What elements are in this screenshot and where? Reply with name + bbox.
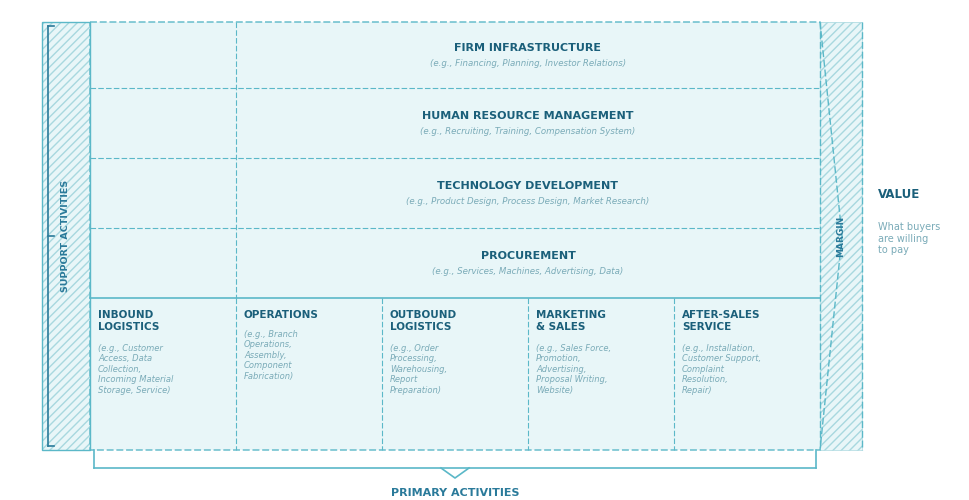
Text: TECHNOLOGY DEVELOPMENT: TECHNOLOGY DEVELOPMENT (437, 181, 618, 191)
Text: VALUE: VALUE (877, 188, 920, 201)
Text: (e.g., Recruiting, Training, Compensation System): (e.g., Recruiting, Training, Compensatio… (420, 126, 635, 136)
Text: What buyers
are willing
to pay: What buyers are willing to pay (877, 222, 939, 255)
Text: PROCUREMENT: PROCUREMENT (480, 251, 575, 261)
Bar (42, 22, 90, 450)
Bar (819, 22, 861, 450)
Text: (e.g., Sales Force,
Promotion,
Advertising,
Proposal Writing,
Website): (e.g., Sales Force, Promotion, Advertisi… (536, 344, 610, 395)
Text: (e.g., Installation,
Customer Support,
Complaint
Resolution,
Repair): (e.g., Installation, Customer Support, C… (681, 344, 761, 395)
Polygon shape (90, 22, 841, 450)
Text: MARGIN: MARGIN (835, 216, 845, 256)
Bar (42, 22, 90, 450)
Text: SUPPORT ACTIVITIES: SUPPORT ACTIVITIES (61, 180, 71, 292)
Text: HUMAN RESOURCE MANAGEMENT: HUMAN RESOURCE MANAGEMENT (422, 111, 633, 121)
Text: (e.g., Customer
Access, Data
Collection,
Incoming Material
Storage, Service): (e.g., Customer Access, Data Collection,… (98, 344, 173, 395)
Text: PRIMARY ACTIVITIES: PRIMARY ACTIVITIES (391, 488, 518, 498)
Text: AFTER-SALES
SERVICE: AFTER-SALES SERVICE (681, 310, 760, 332)
Text: INBOUND
LOGISTICS: INBOUND LOGISTICS (98, 310, 159, 332)
Bar (819, 22, 861, 450)
Text: (e.g., Branch
Operations,
Assembly,
Component
Fabrication): (e.g., Branch Operations, Assembly, Comp… (244, 330, 297, 380)
Text: (e.g., Order
Processing,
Warehousing,
Report
Preparation): (e.g., Order Processing, Warehousing, Re… (390, 344, 447, 395)
Text: OPERATIONS: OPERATIONS (244, 310, 319, 320)
Text: (e.g., Financing, Planning, Investor Relations): (e.g., Financing, Planning, Investor Rel… (429, 58, 625, 68)
Text: (e.g., Product Design, Process Design, Market Research): (e.g., Product Design, Process Design, M… (406, 196, 649, 205)
Text: OUTBOUND
LOGISTICS: OUTBOUND LOGISTICS (390, 310, 456, 332)
Text: MARKETING
& SALES: MARKETING & SALES (536, 310, 606, 332)
Bar (42, 22, 90, 450)
Text: (e.g., Services, Machines, Advertising, Data): (e.g., Services, Machines, Advertising, … (432, 266, 623, 276)
Text: FIRM INFRASTRUCTURE: FIRM INFRASTRUCTURE (454, 43, 601, 53)
